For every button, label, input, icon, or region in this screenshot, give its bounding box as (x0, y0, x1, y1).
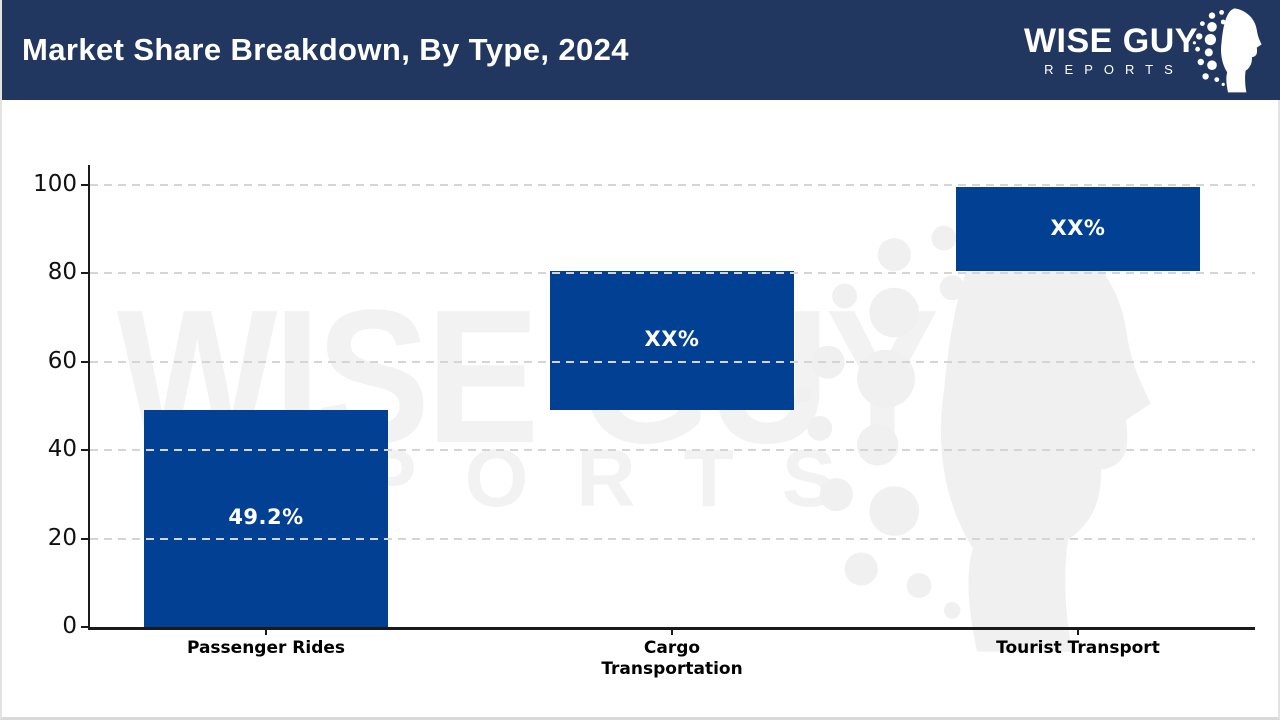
y-tick-0 (81, 626, 90, 628)
gridline-60 (90, 360, 1255, 363)
y-tick-60 (81, 360, 90, 363)
bar-segment (144, 409, 388, 627)
brand-logo: WISE GUY REPORTS (1024, 6, 1268, 94)
header-bar: Market Share Breakdown, By Type, 2024 WI… (2, 0, 1280, 100)
page-title: Market Share Breakdown, By Type, 2024 (22, 32, 629, 67)
logo-subtitle: REPORTS (1044, 61, 1184, 77)
x-tick (671, 627, 673, 635)
x-tick (1077, 627, 1079, 635)
logo-wordmark: WISE GUY (1023, 21, 1198, 60)
gridline-40 (90, 449, 1255, 452)
y-axis-line (88, 165, 90, 630)
bar-value-label: XX% (644, 327, 700, 352)
x-axis-line (88, 627, 1255, 630)
logo-text: WISE GUY REPORTS (1024, 24, 1198, 77)
y-tick-label-80: 80 (47, 259, 77, 286)
y-tick-80 (81, 272, 90, 275)
bar-segment (956, 187, 1200, 272)
bar-segment (550, 271, 794, 410)
gridline-80 (90, 272, 1255, 275)
y-tick-label-20: 20 (47, 524, 77, 551)
y-tick-label-60: 60 (47, 347, 77, 374)
y-tick-40 (81, 449, 90, 452)
bar-value-label: 49.2% (228, 505, 304, 530)
y-tick-label-0: 0 (62, 613, 77, 639)
x-tick-label: Cargo Transportation (601, 638, 743, 679)
y-tick-label-100: 100 (33, 171, 77, 197)
x-tick-label: Tourist Transport (996, 638, 1160, 658)
logo-head-icon (1188, 6, 1268, 94)
gridline-100 (90, 184, 1255, 186)
y-tick-label-40: 40 (47, 436, 77, 463)
x-tick (265, 627, 267, 635)
bar-value-label: XX% (1050, 216, 1106, 241)
y-tick-100 (81, 184, 90, 186)
gridline-20 (90, 537, 1255, 540)
x-tick-label: Passenger Rides (186, 638, 346, 658)
y-tick-20 (81, 537, 90, 540)
